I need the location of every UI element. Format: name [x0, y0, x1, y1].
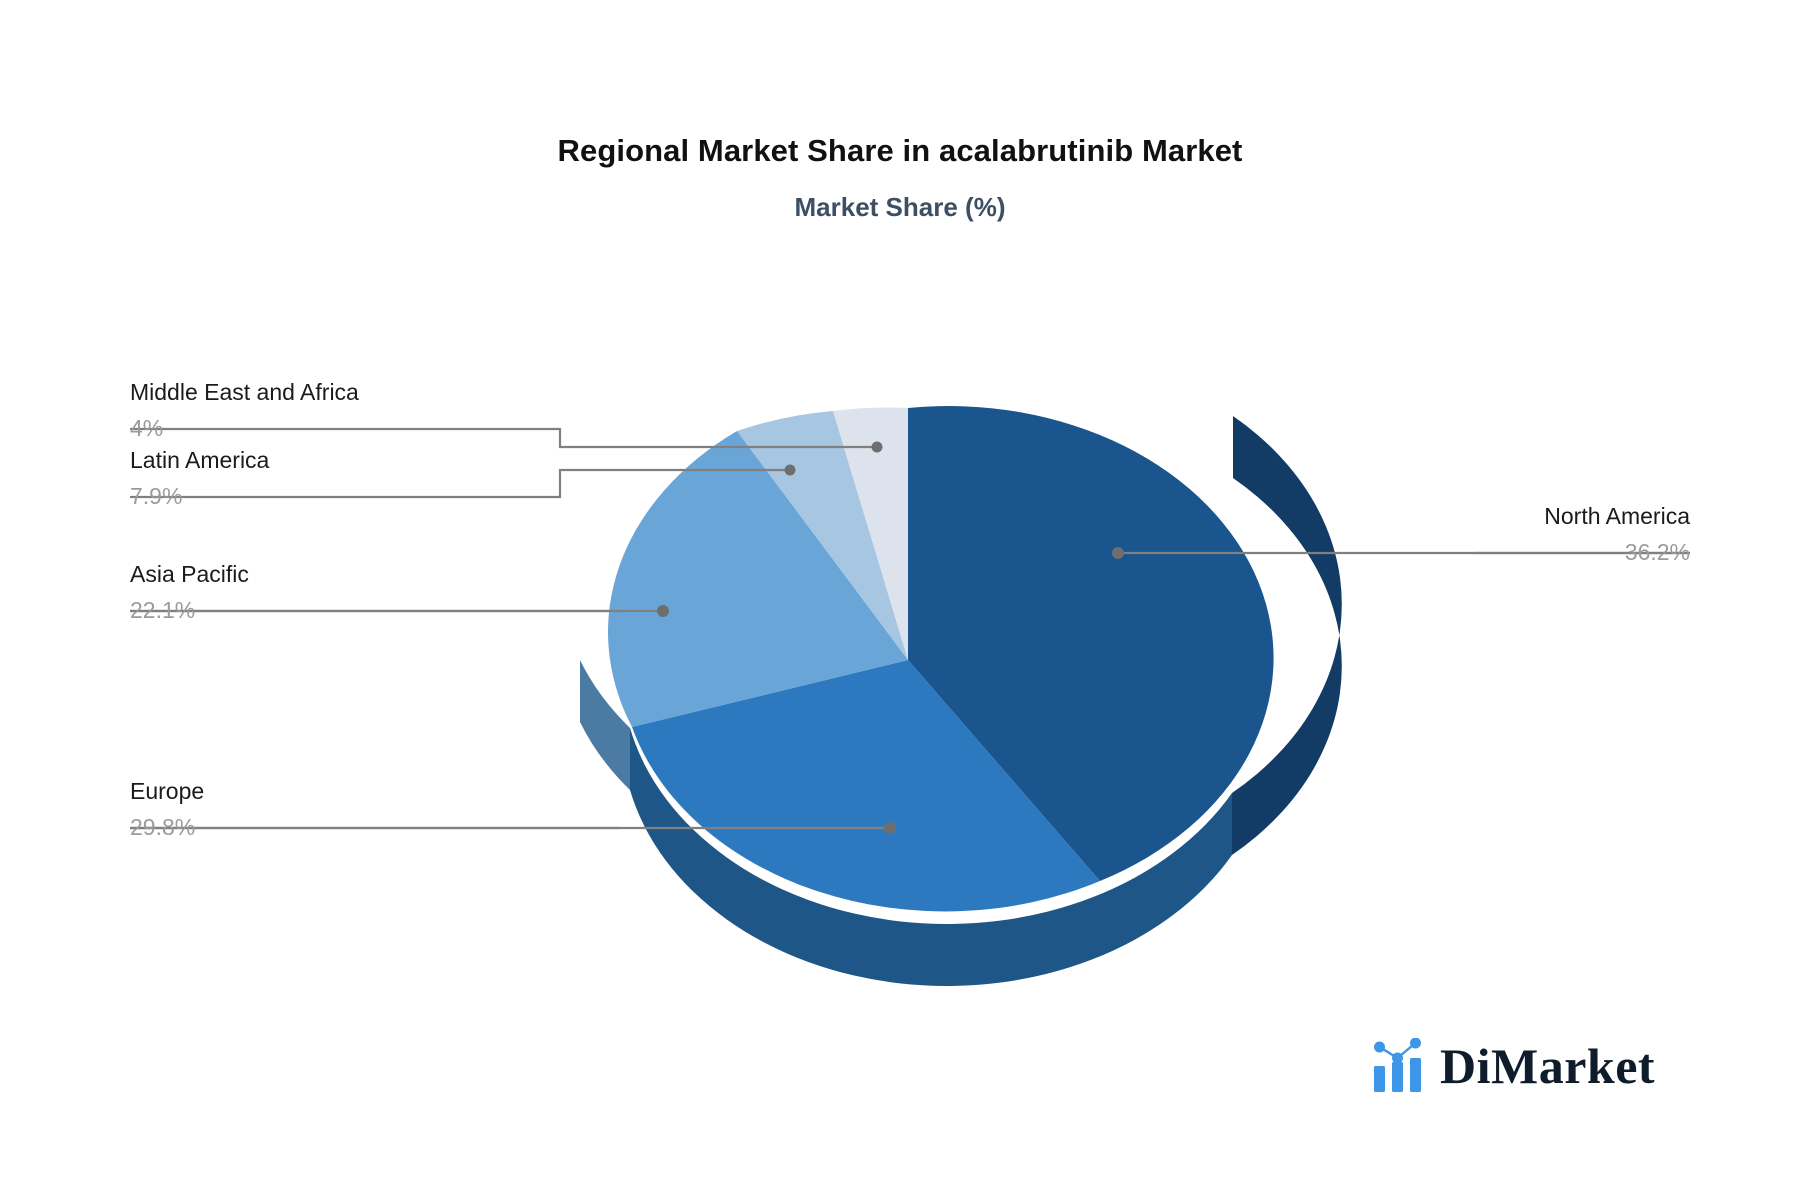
- pie-slice-latin-america: [737, 411, 908, 660]
- callout-value-middle-east-and-africa: 4%: [130, 415, 164, 441]
- logo-text: DiMarket: [1440, 1038, 1656, 1094]
- pie-slice-europe: [632, 660, 1100, 912]
- callout-label-middle-east-and-africa: Middle East and Africa: [130, 379, 359, 405]
- leader-dot-asia-pacific: [657, 605, 669, 617]
- leader-line-latin-america: [130, 468, 790, 499]
- callout-latin-america: Latin America 7.9%: [130, 445, 269, 511]
- callout-value-north-america: 36.2%: [1624, 539, 1690, 565]
- leader-dot-middle-east-africa: [871, 441, 883, 453]
- callout-asia-pacific: Asia Pacific 22.1%: [130, 559, 249, 625]
- callout-value-latin-america: 7.9%: [130, 483, 183, 509]
- pie-3d-side: [580, 416, 1342, 987]
- callout-label-asia-pacific: Asia Pacific: [130, 561, 249, 587]
- chart-title: Regional Market Share in acalabrutinib M…: [557, 133, 1243, 168]
- callout-label-north-america: North America: [1544, 503, 1690, 529]
- pie-slices: [608, 406, 1274, 912]
- leader-dot-europe: [884, 822, 896, 834]
- callout-value-asia-pacific: 22.1%: [130, 597, 196, 623]
- leader-dot-north-america: [1112, 547, 1124, 559]
- bar-chart-trend-icon: [1374, 1038, 1421, 1092]
- pie-slice-asia-pacific: [608, 431, 908, 727]
- callout-value-europe: 29.8%: [130, 814, 196, 840]
- leader-dots: [657, 441, 1124, 834]
- leader-line-middle-east-and-africa: [130, 427, 877, 449]
- callout-europe: Europe 29.8%: [130, 776, 204, 842]
- pie-slice-middle-east-and-africa: [833, 407, 908, 660]
- callout-label-europe: Europe: [130, 778, 205, 804]
- callout-middle-east-and-africa: Middle East and Africa 4%: [130, 377, 359, 443]
- callout-north-america: North America 36.2%: [1290, 501, 1690, 567]
- leader-lines: [130, 427, 1690, 830]
- leader-dot-latin-america: [784, 464, 796, 476]
- dimarket-logo: DiMarket: [1372, 1038, 1655, 1094]
- chart-subtitle: Market Share (%): [794, 192, 1006, 222]
- pie-slice-north-america: [908, 406, 1274, 881]
- callout-label-latin-america: Latin America: [130, 447, 270, 473]
